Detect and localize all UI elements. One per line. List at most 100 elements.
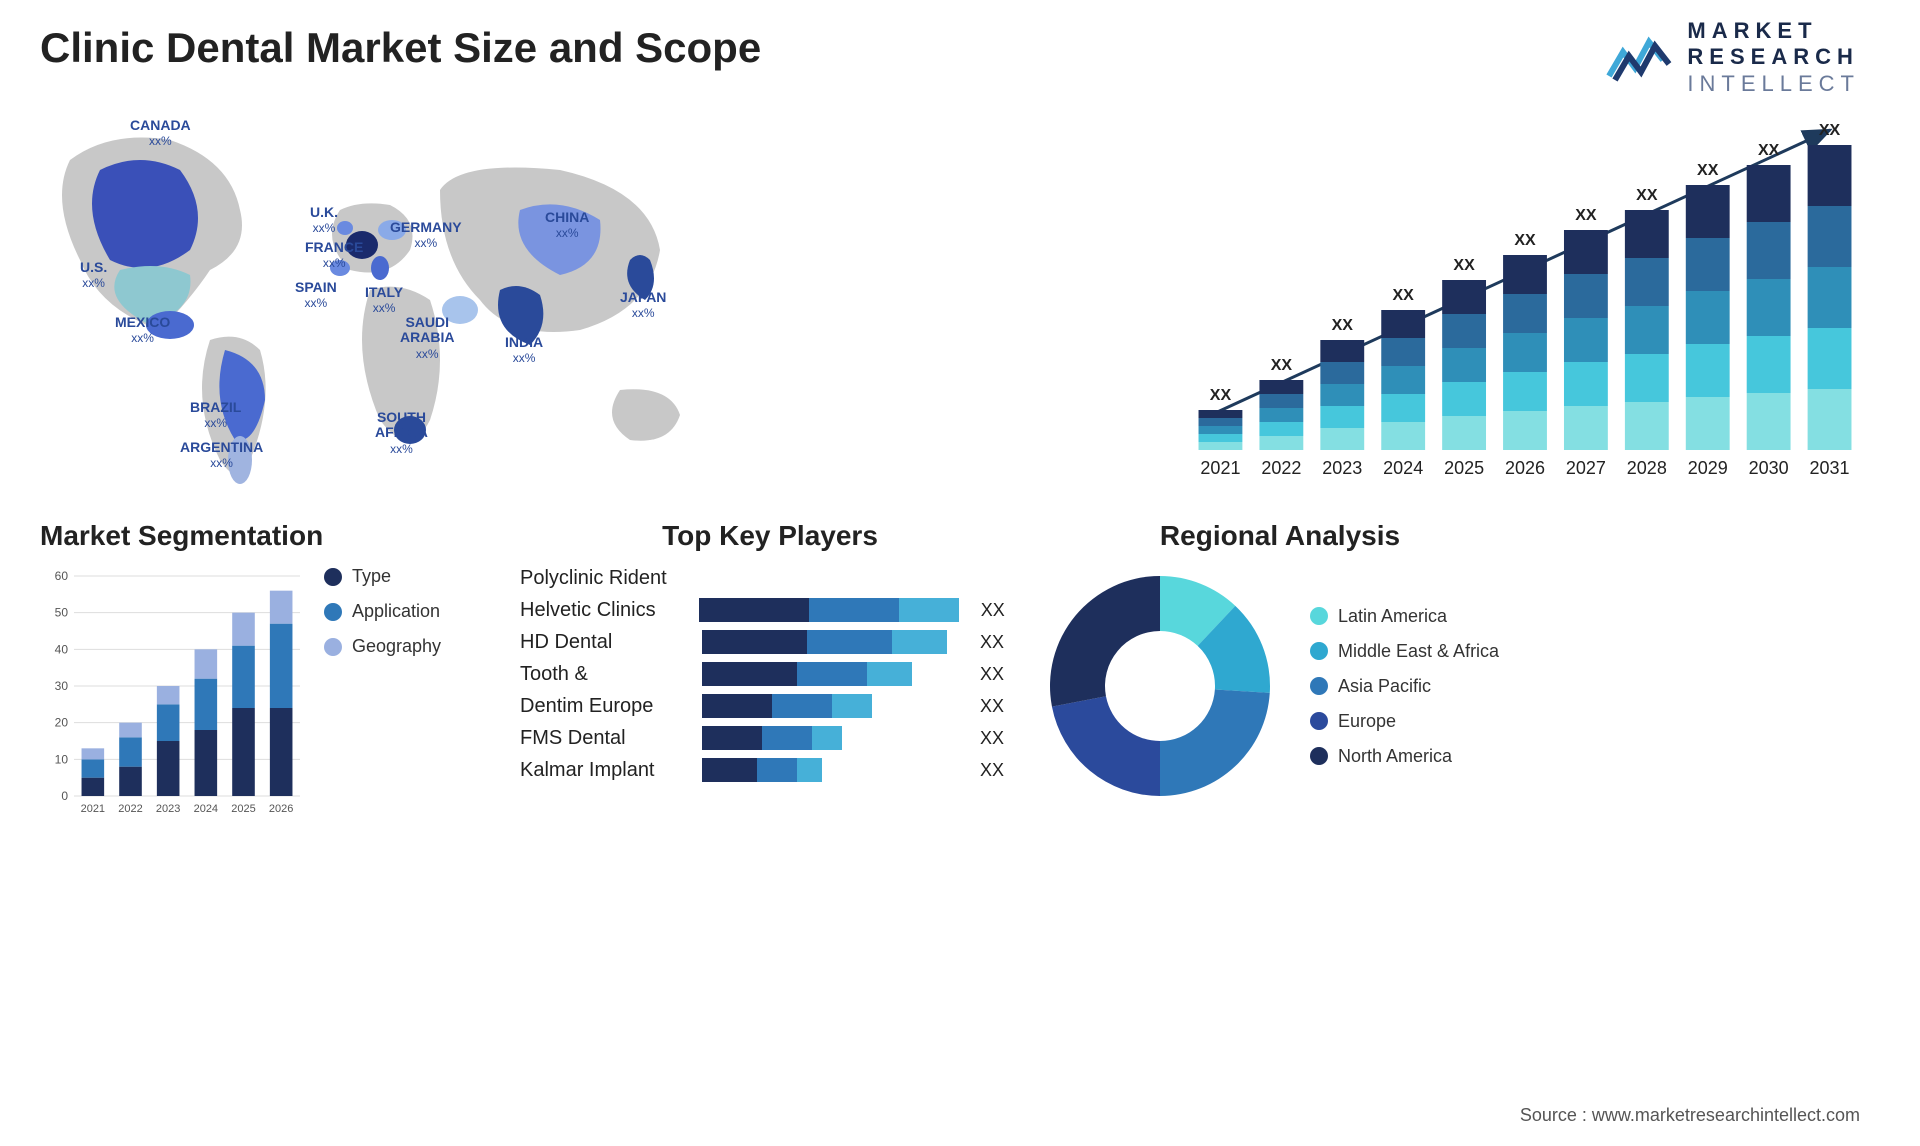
logo-mark-icon <box>1605 30 1675 86</box>
player-row: Tooth & XX <box>520 662 1020 686</box>
player-bar <box>702 630 958 654</box>
map-label: U.K.xx% <box>310 205 338 236</box>
logo-line3: INTELLECT <box>1687 71 1860 97</box>
svg-text:XX: XX <box>1636 187 1658 204</box>
player-row: Kalmar Implant XX <box>520 758 1020 782</box>
map-label: CHINAxx% <box>545 210 589 241</box>
svg-text:40: 40 <box>55 642 69 656</box>
source-text: Source : www.marketresearchintellect.com <box>1520 1105 1860 1126</box>
player-name: Helvetic Clinics <box>520 599 687 622</box>
svg-text:10: 10 <box>55 752 69 766</box>
players-panel: Top Key Players Polyclinic Rident Helveti… <box>520 520 1020 790</box>
player-name: Dentim Europe <box>520 695 690 718</box>
map-label: GERMANYxx% <box>390 220 462 251</box>
svg-text:2021: 2021 <box>1200 458 1240 478</box>
player-value: XX <box>980 632 1020 653</box>
legend-item: Latin America <box>1310 606 1499 627</box>
legend-item: Asia Pacific <box>1310 676 1499 697</box>
svg-text:2029: 2029 <box>1688 458 1728 478</box>
map-label: U.S.xx% <box>80 260 107 291</box>
map-label: CANADAxx% <box>130 118 191 149</box>
svg-text:30: 30 <box>55 679 69 693</box>
svg-text:XX: XX <box>1819 122 1841 139</box>
legend-item: Application <box>324 601 441 622</box>
svg-text:2022: 2022 <box>1261 458 1301 478</box>
legend-item: Middle East & Africa <box>1310 641 1499 662</box>
svg-text:2023: 2023 <box>1322 458 1362 478</box>
regional-title: Regional Analysis <box>1040 520 1520 552</box>
player-row: Helvetic Clinics XX <box>520 598 1020 622</box>
player-row: FMS Dental XX <box>520 726 1020 750</box>
player-name: HD Dental <box>520 631 690 654</box>
page-title: Clinic Dental Market Size and Scope <box>40 24 761 72</box>
svg-text:XX: XX <box>1271 357 1293 374</box>
svg-text:XX: XX <box>1575 207 1597 224</box>
map-label: FRANCExx% <box>305 240 363 271</box>
segmentation-chart: 0102030405060202120222023202420252026 <box>40 566 300 826</box>
svg-text:2030: 2030 <box>1749 458 1789 478</box>
svg-text:50: 50 <box>55 606 69 620</box>
logo: MARKET RESEARCH INTELLECT <box>1605 18 1860 97</box>
player-bar <box>702 758 958 782</box>
player-value: XX <box>980 728 1020 749</box>
svg-text:2026: 2026 <box>269 803 293 815</box>
segmentation-title: Market Segmentation <box>40 520 500 552</box>
svg-text:2025: 2025 <box>1444 458 1484 478</box>
player-bar <box>702 726 958 750</box>
growth-chart-svg: XX 2021 XX 2022 XX 2023 XX 2024 XX 2025 XX 2026 XX 20… <box>1180 110 1860 490</box>
legend-item: Type <box>324 566 441 587</box>
player-name: Polyclinic Rident <box>520 567 690 590</box>
map-label: ITALYxx% <box>365 285 403 316</box>
svg-text:XX: XX <box>1514 232 1536 249</box>
player-value: XX <box>980 760 1020 781</box>
player-bar <box>702 566 958 590</box>
player-row: Dentim Europe XX <box>520 694 1020 718</box>
legend-item: North America <box>1310 746 1499 767</box>
svg-text:2024: 2024 <box>194 803 218 815</box>
player-bar <box>702 694 958 718</box>
svg-text:60: 60 <box>55 569 69 583</box>
svg-text:20: 20 <box>55 716 69 730</box>
svg-text:2024: 2024 <box>1383 458 1423 478</box>
regional-panel: Regional Analysis Latin America Middle Ea… <box>1040 520 1520 806</box>
svg-text:2027: 2027 <box>1566 458 1606 478</box>
map-label: MEXICOxx% <box>115 315 170 346</box>
svg-text:XX: XX <box>1697 162 1719 179</box>
players-list: Polyclinic RidentHelvetic ClinicsXXHD De… <box>520 566 1020 782</box>
svg-text:2026: 2026 <box>1505 458 1545 478</box>
player-value: XX <box>980 664 1020 685</box>
player-name: Tooth & <box>520 663 690 686</box>
logo-line2: RESEARCH <box>1687 44 1860 70</box>
segmentation-panel: Market Segmentation 0 10 20 30 40 50 60 2021 202… <box>40 520 500 826</box>
player-name: Kalmar Implant <box>520 759 690 782</box>
world-map: CANADAxx%U.S.xx%MEXICOxx%BRAZILxx%ARGENT… <box>40 100 760 500</box>
svg-text:XX: XX <box>1393 287 1415 304</box>
svg-text:2022: 2022 <box>118 803 142 815</box>
player-name: FMS Dental <box>520 727 690 750</box>
svg-text:0: 0 <box>61 789 68 803</box>
map-label: SAUDIARABIAxx% <box>400 315 454 361</box>
players-title: Top Key Players <box>520 520 1020 552</box>
player-row: HD Dental XX <box>520 630 1020 654</box>
map-label: BRAZILxx% <box>190 400 241 431</box>
svg-text:2023: 2023 <box>156 803 180 815</box>
player-value: XX <box>981 600 1020 621</box>
growth-chart: XX 2021 XX 2022 XX 2023 XX 2024 XX 2025 XX 2026 XX 20… <box>1180 110 1860 490</box>
regional-donut <box>1040 566 1280 806</box>
svg-text:XX: XX <box>1332 317 1354 334</box>
logo-line1: MARKET <box>1687 18 1860 44</box>
svg-text:2031: 2031 <box>1810 458 1850 478</box>
player-bar <box>702 662 958 686</box>
player-row: Polyclinic Rident <box>520 566 1020 590</box>
segmentation-legend: Type Application Geography <box>324 566 441 657</box>
svg-text:2021: 2021 <box>81 803 105 815</box>
svg-text:XX: XX <box>1758 142 1780 159</box>
svg-text:XX: XX <box>1453 257 1475 274</box>
player-bar <box>699 598 959 622</box>
svg-text:2028: 2028 <box>1627 458 1667 478</box>
player-value: XX <box>980 696 1020 717</box>
map-label: SOUTHAFRICAxx% <box>375 410 428 456</box>
regional-legend: Latin America Middle East & Africa Asia Pa… <box>1310 606 1499 767</box>
legend-item: Geography <box>324 636 441 657</box>
map-label: SPAINxx% <box>295 280 337 311</box>
